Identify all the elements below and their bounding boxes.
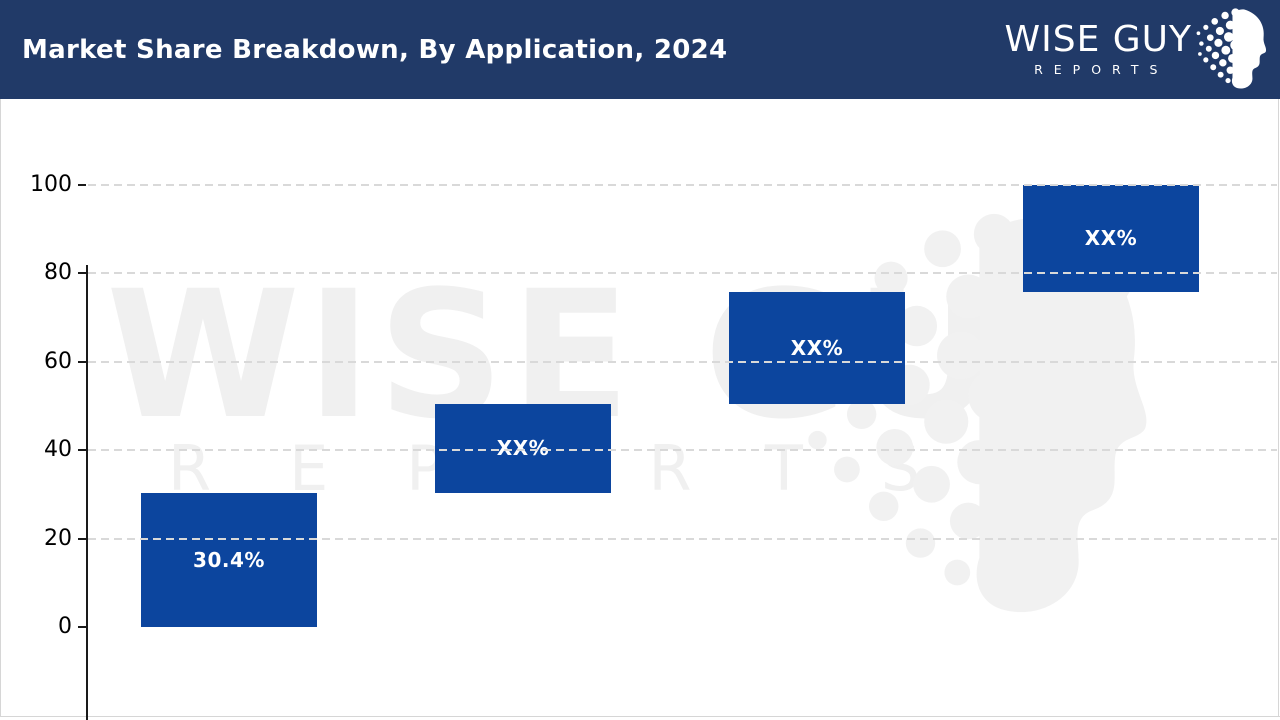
logo-reports-text: REPORTS: [1034, 62, 1169, 77]
y-axis-tick: [78, 272, 86, 275]
y-axis-tick: [78, 626, 86, 628]
waterfall-bar: 30.4%: [141, 492, 317, 627]
wise-guy-face-icon: [1196, 8, 1267, 89]
y-axis-tick: [78, 184, 86, 186]
bar-value-label: XX%: [790, 335, 844, 360]
header-bar: Market Share Breakdown, By Application, …: [0, 0, 1280, 99]
waterfall-bar: XX%: [729, 291, 905, 404]
waterfall-bar: XX%: [435, 403, 611, 493]
bottom-edge-border: [0, 716, 1280, 717]
y-axis-tick-label: 80: [44, 260, 72, 286]
y-axis-tick: [78, 537, 86, 540]
bar-value-label: XX%: [496, 436, 550, 461]
y-axis-tick-label: 40: [44, 437, 72, 463]
y-axis-line: [86, 265, 88, 720]
gridline-20: [88, 537, 1277, 540]
y-axis-tick-label: 60: [44, 348, 72, 374]
gridline-80: [88, 272, 1277, 275]
bar-value-label: XX%: [1084, 226, 1138, 251]
bar-value-label: 30.4%: [193, 547, 265, 572]
logo-brand-text: WISE GUY: [1004, 19, 1192, 60]
logo-text: WISE GUY REPORTS: [1004, 19, 1193, 78]
gridline-100: [88, 184, 1277, 186]
y-axis-tick-label: 0: [58, 614, 72, 639]
chart-title: Market Share Breakdown, By Application, …: [22, 34, 728, 65]
waterfall-bar: XX%: [1023, 185, 1199, 292]
y-axis-tick: [78, 360, 86, 363]
gridline-40: [88, 449, 1277, 452]
y-axis-tick-label: 20: [44, 525, 72, 551]
right-edge-border: [1278, 99, 1279, 717]
gridline-60: [88, 360, 1277, 363]
y-axis-tick: [78, 449, 86, 452]
wise-guy-logo: WISE GUY REPORTS: [1005, 8, 1280, 91]
y-axis-tick-label: 100: [30, 172, 72, 197]
left-edge-border: [0, 99, 1, 717]
